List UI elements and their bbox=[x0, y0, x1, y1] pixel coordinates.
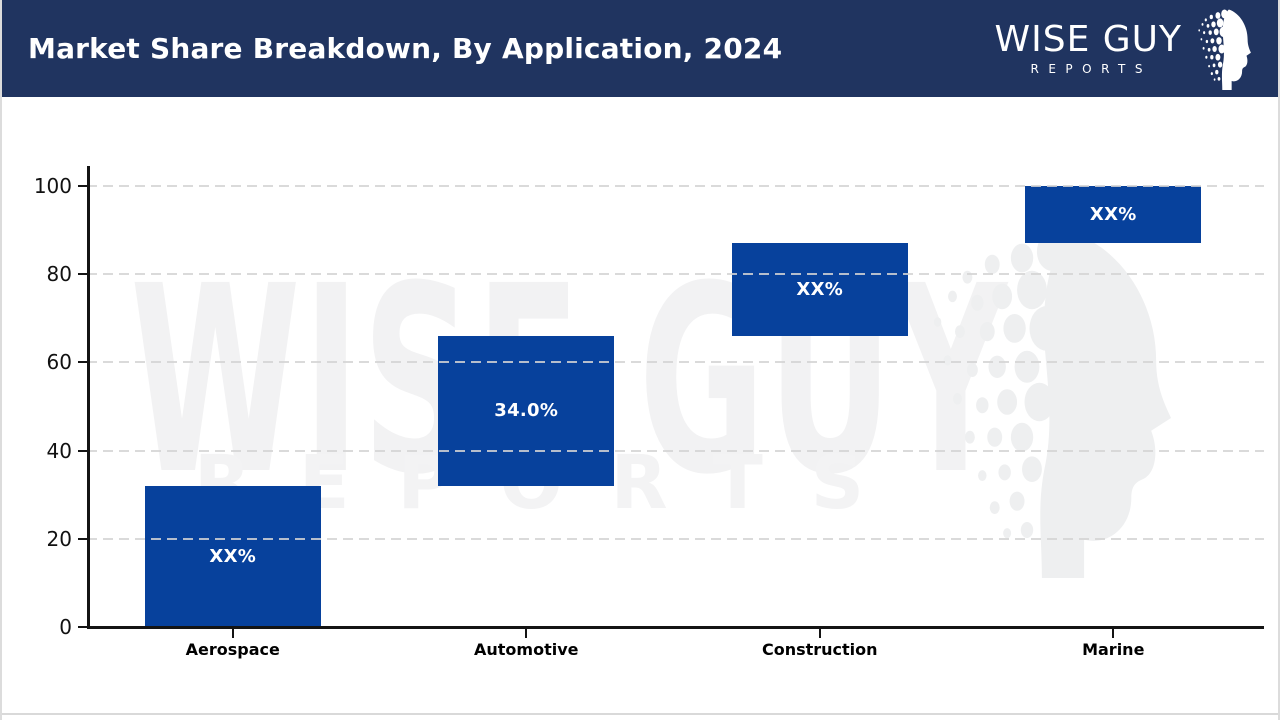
y-axis-line bbox=[87, 166, 90, 629]
y-tick-mark bbox=[78, 185, 87, 187]
y-tick-label-100: 100 bbox=[33, 174, 72, 198]
y-tick-label-0: 0 bbox=[59, 615, 72, 639]
bar-value-label: 34.0% bbox=[494, 400, 559, 422]
y-tick-mark bbox=[78, 361, 87, 364]
y-tick-mark bbox=[78, 537, 87, 540]
y-tick-label-20: 20 bbox=[46, 526, 72, 551]
x-tick-mark bbox=[1112, 629, 1115, 638]
bottom-border bbox=[2, 713, 1278, 715]
x-tick-mark bbox=[525, 629, 528, 638]
y-tick-mark bbox=[78, 626, 87, 628]
wiseguy-logo: WISE GUY REPORTS bbox=[995, 8, 1253, 90]
y-tick-label-40: 40 bbox=[46, 438, 72, 463]
x-axis-label-automotive: Automotive bbox=[474, 640, 579, 659]
gridline-100 bbox=[87, 185, 1264, 187]
bar-value-label: XX% bbox=[796, 279, 844, 301]
y-tick-mark bbox=[78, 449, 87, 452]
x-tick-mark bbox=[231, 629, 234, 638]
y-tick-mark bbox=[78, 273, 87, 276]
bar-value-label: XX% bbox=[209, 545, 257, 567]
bar-marine: XX% bbox=[1025, 186, 1202, 244]
x-axis-line bbox=[87, 626, 1264, 629]
bar-automotive: 34.0% bbox=[438, 335, 615, 486]
bar-aerospace: XX% bbox=[144, 485, 321, 627]
x-axis-label-construction: Construction bbox=[761, 640, 878, 659]
gridline-40 bbox=[87, 449, 1264, 452]
page-title: Market Share Breakdown, By Application, … bbox=[28, 32, 783, 65]
bar-construction: XX% bbox=[731, 243, 908, 336]
gridline-60 bbox=[87, 361, 1264, 364]
y-tick-label-60: 60 bbox=[46, 350, 72, 375]
x-axis-label-aerospace: Aerospace bbox=[185, 640, 280, 659]
y-tick-label-80: 80 bbox=[46, 262, 72, 287]
gridline-20 bbox=[87, 537, 1264, 540]
x-axis-label-marine: Marine bbox=[1082, 640, 1145, 659]
logo-text: WISE GUY REPORTS bbox=[994, 18, 1183, 76]
header: Market Share Breakdown, By Application, … bbox=[2, 0, 1278, 97]
gridline-80 bbox=[87, 273, 1264, 276]
bar-value-label: XX% bbox=[1089, 204, 1137, 226]
logo-wordmark: WISE GUY bbox=[994, 18, 1182, 60]
logo-subtitle: REPORTS bbox=[1030, 61, 1152, 76]
x-tick-mark bbox=[818, 629, 821, 638]
